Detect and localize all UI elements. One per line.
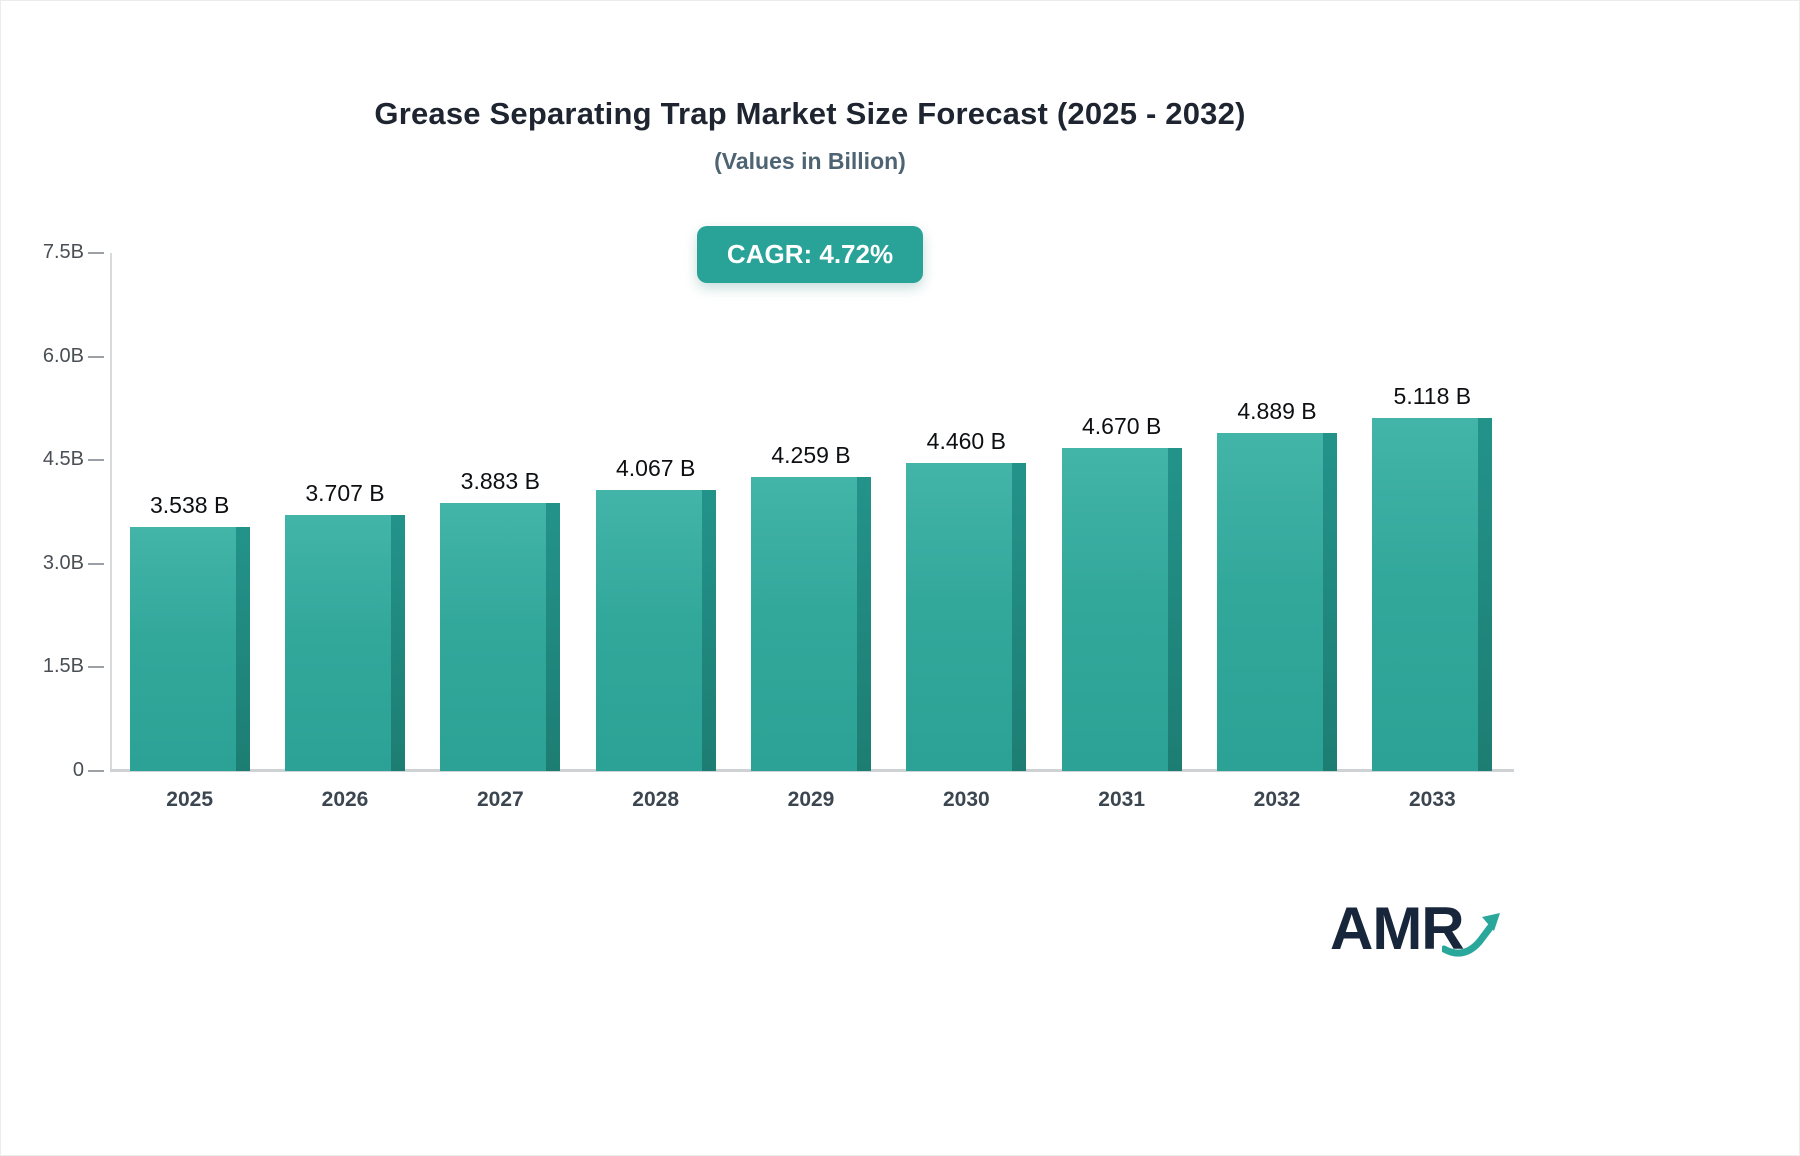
bar-2033 [1372, 417, 1493, 771]
bar-value-label: 5.118 B [1393, 382, 1472, 409]
bar-value-label: 4.670 B [1082, 413, 1162, 440]
x-axis-label: 2027 [476, 788, 524, 811]
bar-face [906, 462, 1013, 771]
bar-face [1372, 417, 1479, 771]
bar-face [595, 490, 702, 771]
bar-2032 [1217, 433, 1337, 771]
y-axis-line [110, 253, 112, 771]
bar-face [285, 514, 391, 771]
bar-face [440, 502, 547, 771]
y-axis-label: 3.0B [42, 551, 84, 574]
amr-logo-arrow-icon [1442, 913, 1500, 957]
x-axis-label: 2031 [1098, 788, 1146, 811]
bar-2029 [751, 476, 871, 771]
bar-value-label: 4.889 B [1237, 398, 1317, 425]
bar-2025 [129, 526, 250, 771]
bar-face [1217, 433, 1323, 771]
x-axis-label: 2033 [1408, 788, 1456, 811]
bar-2030 [906, 462, 1027, 771]
bar-side [391, 514, 405, 771]
x-axis-label: 2029 [787, 788, 835, 811]
chart-title: Grease Separating Trap Market Size Forec… [374, 96, 1246, 131]
bar-face [751, 476, 857, 771]
cagr-badge: CAGR: 4.72% [696, 226, 924, 283]
y-axis-tick [88, 459, 104, 462]
bar-side [1167, 448, 1182, 771]
cagr-badge-wrap: CAGR: 4.72% [0, 226, 1620, 283]
bar-2028 [595, 490, 716, 771]
x-axis-label: 2030 [942, 788, 990, 811]
bar-face [129, 526, 236, 771]
chart-subtitle: (Values in Billion) [714, 148, 906, 174]
bar-value-label: 3.883 B [460, 467, 540, 494]
bar-side [546, 502, 561, 771]
bar-2031 [1061, 448, 1182, 771]
bar-value-label: 4.460 B [926, 427, 1006, 454]
y-axis-label: 6.0B [42, 344, 84, 367]
bar-2027 [440, 502, 561, 771]
bar-side [857, 476, 871, 771]
bar-side [1012, 462, 1027, 771]
y-axis-tick [88, 770, 104, 772]
y-axis-label: 1.5B [42, 655, 84, 678]
y-axis-tick [88, 252, 104, 254]
x-axis-label: 2026 [321, 788, 369, 811]
bar-face [1061, 448, 1168, 771]
bar-side [1323, 433, 1337, 771]
x-axis-label: 2032 [1253, 788, 1301, 811]
y-axis-label: 4.5B [42, 448, 84, 471]
x-axis-label: 2028 [632, 788, 680, 811]
x-axis-label: 2025 [166, 788, 214, 811]
bar-side [701, 490, 716, 771]
y-axis-label: 7.5B [42, 241, 84, 263]
bar-value-label: 3.707 B [305, 479, 385, 506]
bar-side [235, 526, 250, 771]
y-axis-tick [88, 562, 104, 565]
bar-value-label: 4.259 B [771, 441, 851, 468]
y-axis-tick [88, 666, 104, 669]
bar-2026 [285, 514, 405, 771]
bar-side [1478, 417, 1493, 771]
bar-value-label: 4.067 B [616, 455, 696, 482]
y-axis-label: 0 [72, 759, 84, 781]
amr-logo: AMR [1330, 893, 1505, 965]
bar-value-label: 3.538 B [150, 491, 230, 518]
y-axis-tick [88, 355, 104, 358]
